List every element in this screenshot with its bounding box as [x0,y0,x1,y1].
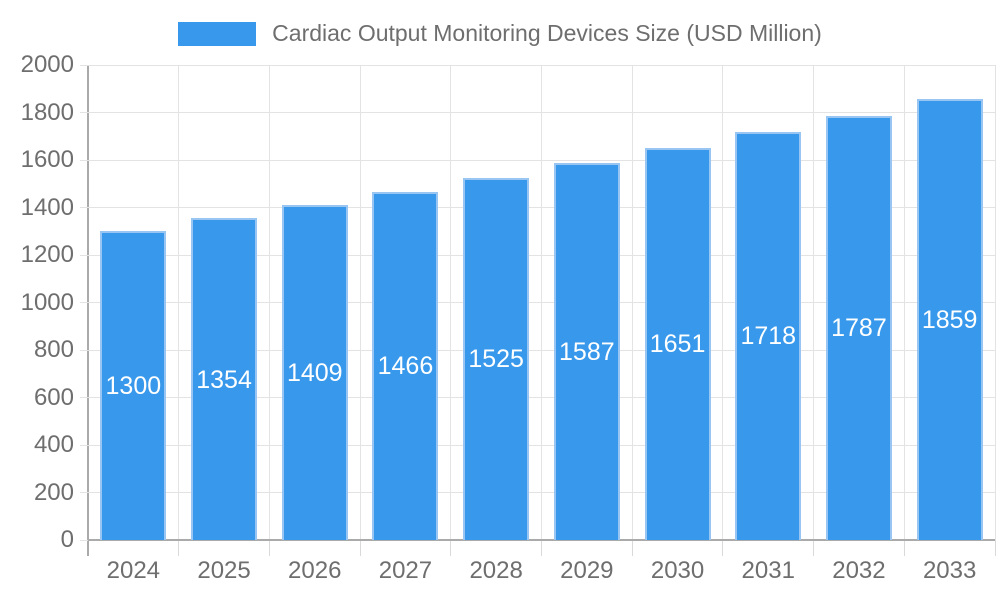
x-tick-label: 2027 [378,557,433,584]
x-tick [994,540,996,556]
bar-value-label: 1466 [377,352,434,381]
y-tick-label: 0 [60,526,74,553]
bar-value-label: 1525 [468,345,524,374]
bar-value-label: 1409 [286,359,343,388]
y-tick [80,349,88,351]
bar[interactable]: 1718 [735,131,802,540]
bar[interactable]: 1466 [372,191,439,540]
y-tick-label: 1400 [20,193,74,221]
bar[interactable]: 1525 [463,177,530,540]
legend-label: Cardiac Output Monitoring Devices Size (… [272,20,822,46]
y-tick-label: 600 [33,383,74,411]
bar[interactable]: 1409 [281,205,348,540]
bar-value-label: 1587 [559,338,615,367]
bar[interactable]: 1651 [644,147,711,540]
bar[interactable]: 1587 [553,163,620,540]
bar[interactable]: 1859 [916,98,983,540]
x-tick [903,540,905,556]
x-gridline [722,65,724,540]
legend: Cardiac Output Monitoring Devices Size (… [0,20,1000,47]
bar-value-label: 1787 [831,314,887,343]
y-tick [80,302,88,303]
x-tick-label: 2029 [560,557,614,584]
x-tick [450,540,452,556]
x-tick-label: 2024 [106,557,161,584]
x-gridline [359,65,361,540]
x-gridline [994,65,996,540]
x-gridline [813,65,815,540]
bar-value-label: 1354 [196,365,252,394]
y-tick [80,444,88,446]
plot-area: 1300 1354 1409 1466 1525 1587 1651 1718 1787 1859 [80,64,996,556]
y-tick-label: 1000 [20,288,74,316]
bar-value-label: 1718 [740,322,797,351]
x-tick [178,540,180,556]
y-tick [80,159,88,161]
x-tick-label: 2033 [922,557,977,584]
y-tick-label: 1800 [20,98,74,126]
x-tick [359,540,361,556]
y-tick [80,397,88,398]
y-tick [80,207,88,208]
bar-value-label: 1300 [105,372,162,401]
y-tick [80,254,88,256]
y-axis-line [87,65,89,556]
x-tick [541,540,542,556]
legend-swatch [178,21,257,46]
y-tick [80,112,88,113]
x-tick [631,540,633,556]
x-gridline [268,65,270,540]
x-gridline [631,65,633,540]
x-gridline [903,65,905,540]
x-gridline [541,65,542,540]
y-tick-label: 1600 [20,146,74,173]
x-tick-label: 2031 [741,557,795,584]
x-gridline [450,65,452,540]
x-tick [268,540,270,556]
x-tick-label: 2026 [288,557,342,584]
x-tick [722,540,724,556]
bar[interactable]: 1354 [191,218,258,540]
x-gridline [178,65,180,540]
y-tick-label: 400 [33,431,74,458]
bar-value-label: 1651 [649,330,706,359]
x-tick-label: 2032 [832,557,886,584]
x-tick-label: 2030 [650,557,705,584]
y-tick [80,539,88,541]
y-tick-label: 200 [33,478,74,506]
x-axis-line [88,539,995,541]
y-tick [80,492,88,493]
bar-value-label: 1859 [921,305,978,334]
y-tick-label: 1200 [20,241,74,268]
x-tick-label: 2025 [197,557,251,584]
y-tick [80,64,88,66]
bar[interactable]: 1787 [825,115,892,540]
y-tick-label: 800 [33,336,74,363]
bar[interactable]: 1300 [100,231,167,540]
legend-item[interactable]: Cardiac Output Monitoring Devices Size (… [178,20,822,47]
x-tick [813,540,815,556]
x-tick-label: 2028 [469,557,523,584]
y-tick-label: 2000 [20,51,74,78]
